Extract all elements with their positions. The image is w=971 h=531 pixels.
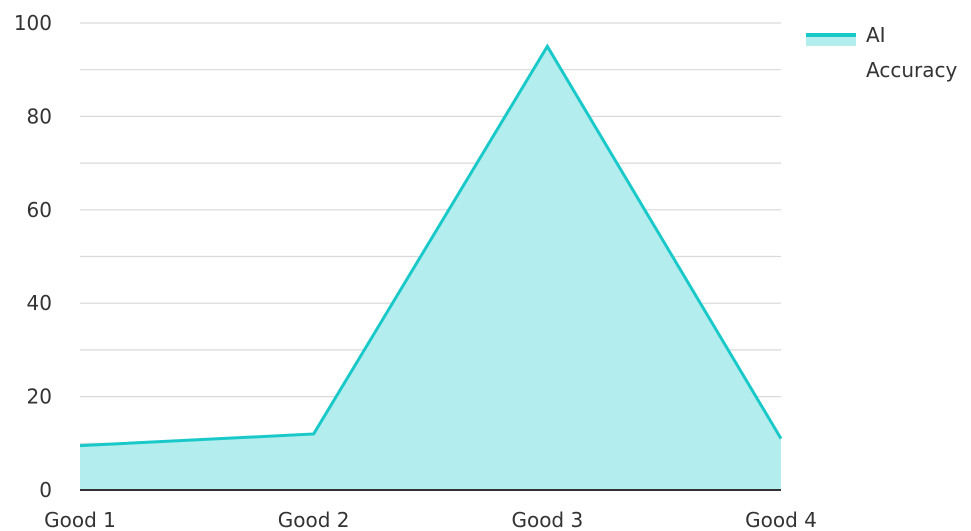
y-tick-label: 20 (27, 385, 52, 409)
legend-label-line-2: Accuracy (866, 58, 957, 82)
area-fill (80, 46, 781, 490)
series-area (79, 43, 783, 490)
y-axis-ticks: 0 20 40 60 80 100 (14, 11, 52, 502)
y-tick-label: 80 (27, 104, 52, 128)
x-axis-ticks: Good 1 Good 2 Good 3 Good 4 (44, 508, 817, 531)
series-line (79, 43, 783, 448)
legend-label: AI Accuracy (866, 23, 957, 82)
y-tick-label: 100 (14, 11, 52, 35)
x-tick-label: Good 2 (278, 508, 350, 531)
x-tick-label: Good 3 (511, 508, 583, 531)
y-tick-label: 0 (39, 478, 52, 502)
x-tick-label: Good 4 (745, 508, 817, 531)
y-tick-label: 60 (27, 198, 52, 222)
legend-swatch-line (806, 33, 856, 37)
x-tick-label: Good 1 (44, 508, 116, 531)
legend-label-line-1: AI (866, 23, 886, 47)
y-tick-label: 40 (27, 291, 52, 315)
legend: AI Accuracy (806, 23, 957, 82)
